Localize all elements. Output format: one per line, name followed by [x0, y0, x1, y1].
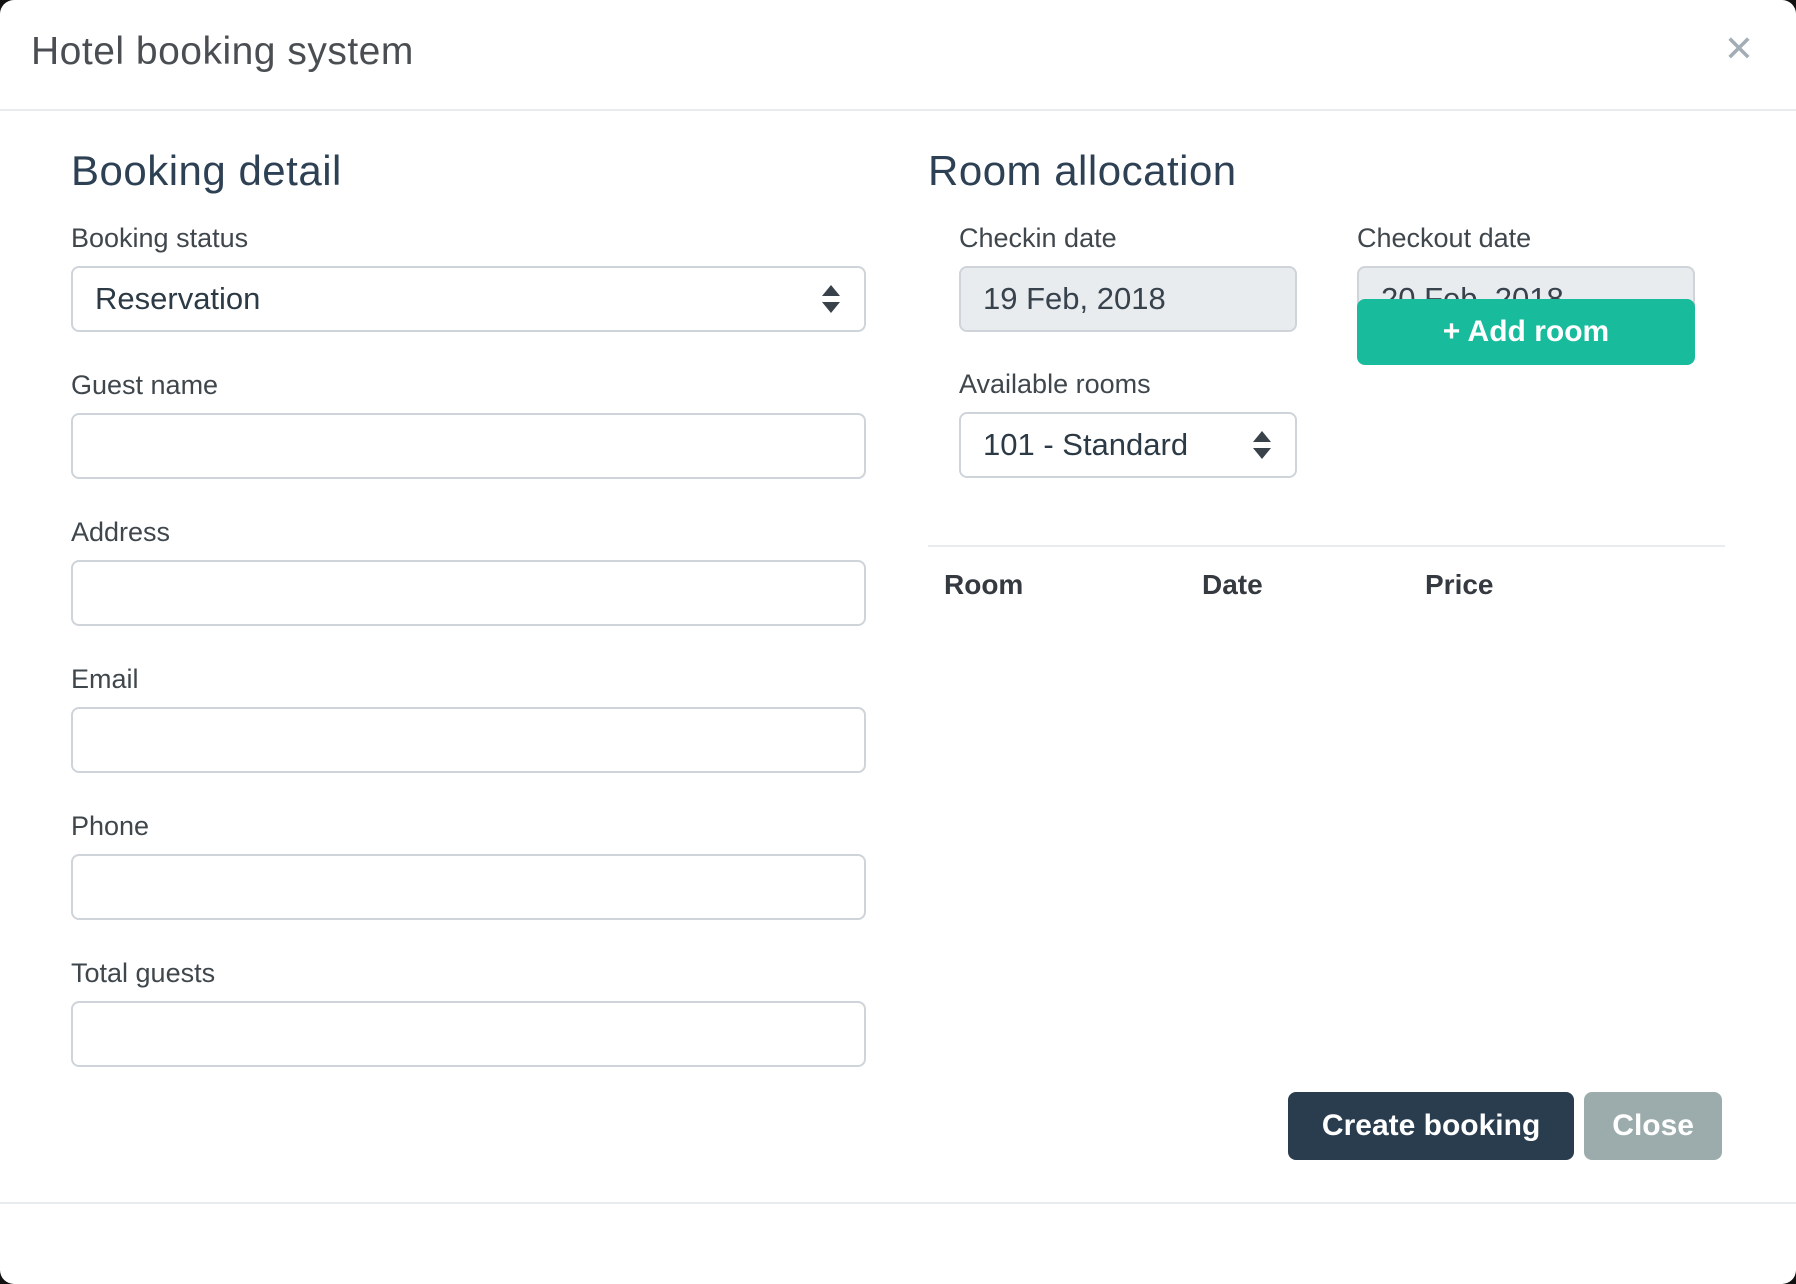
- room-allocation-section: Room allocation Checkin date Checkout da…: [928, 111, 1725, 605]
- checkin-date-label: Checkin date: [959, 223, 1117, 253]
- booking-status-value: Reservation: [95, 281, 261, 316]
- close-button[interactable]: Close: [1584, 1092, 1722, 1160]
- add-room-button[interactable]: + Add room: [1357, 299, 1695, 365]
- checkout-date-label: Checkout date: [1357, 223, 1532, 253]
- address-group: Address: [71, 516, 866, 626]
- footer-divider: [0, 1202, 1796, 1204]
- address-input[interactable]: [71, 560, 866, 626]
- booking-detail-section: Booking detail Booking status Reservatio…: [71, 111, 866, 1067]
- email-input[interactable]: [71, 707, 866, 773]
- booking-status-select[interactable]: Reservation: [71, 266, 866, 332]
- rooms-row: Available rooms 101 - Standard + Add roo…: [928, 299, 1725, 478]
- modal-actions: Create booking Close: [1287, 1092, 1722, 1160]
- column-header-room: Room: [944, 569, 1024, 600]
- total-guests-input[interactable]: [71, 1001, 866, 1067]
- select-arrows-icon: [1253, 431, 1271, 459]
- room-allocation-heading: Room allocation: [928, 147, 1237, 194]
- address-label: Address: [71, 517, 171, 547]
- booking-status-label: Booking status: [71, 223, 249, 253]
- select-arrows-icon: [822, 285, 840, 313]
- table-top-divider: [928, 545, 1725, 547]
- available-rooms-group: Available rooms 101 - Standard: [959, 368, 1297, 478]
- total-guests-label: Total guests: [71, 958, 216, 988]
- modal-title: Hotel booking system: [31, 30, 414, 73]
- rooms-table-header: Room Date Price: [928, 565, 1725, 605]
- modal-header: Hotel booking system ✕: [0, 0, 1796, 111]
- available-rooms-value: 101 - Standard: [983, 427, 1189, 462]
- close-icon[interactable]: ✕: [1723, 28, 1754, 69]
- total-guests-group: Total guests: [71, 957, 866, 1067]
- booking-status-group: Booking status Reservation: [71, 222, 866, 332]
- booking-detail-heading: Booking detail: [71, 147, 342, 194]
- guest-name-label: Guest name: [71, 370, 219, 400]
- column-header-date: Date: [1202, 569, 1263, 600]
- column-header-price: Price: [1425, 569, 1494, 600]
- guest-name-input[interactable]: [71, 413, 866, 479]
- email-group: Email: [71, 663, 866, 773]
- checkin-date-input[interactable]: [959, 266, 1297, 332]
- checkin-group: Checkin date: [959, 222, 1297, 332]
- available-rooms-label: Available rooms: [959, 369, 1151, 399]
- email-label: Email: [71, 664, 139, 694]
- phone-input[interactable]: [71, 854, 866, 920]
- create-booking-button[interactable]: Create booking: [1287, 1092, 1575, 1160]
- phone-label: Phone: [71, 811, 150, 841]
- phone-group: Phone: [71, 810, 866, 920]
- guest-name-group: Guest name: [71, 369, 866, 479]
- available-rooms-select[interactable]: 101 - Standard: [959, 412, 1297, 478]
